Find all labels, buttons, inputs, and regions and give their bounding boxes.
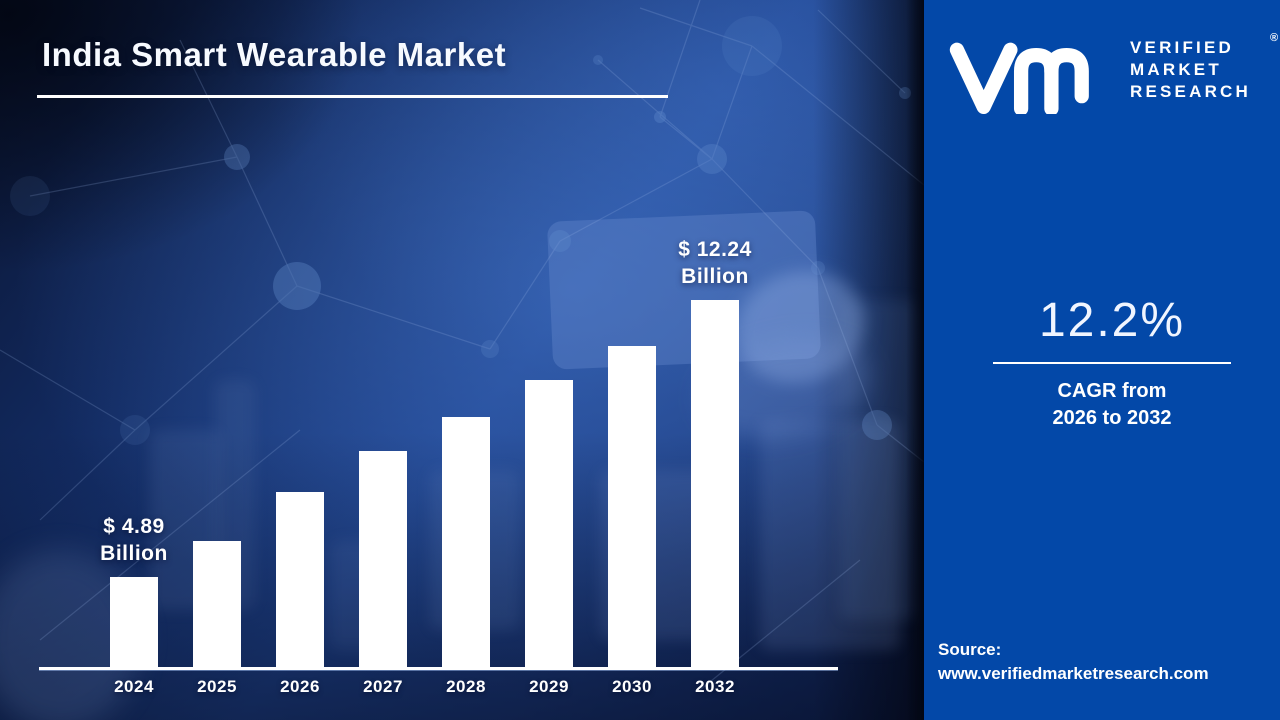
bar-2032: [691, 300, 739, 669]
x-tick-2032: 2032: [695, 677, 735, 696]
city-bokeh-decoration: [760, 420, 900, 650]
source-block: Source: www.verifiedmarketresearch.com: [938, 638, 1209, 686]
cagr-value: 12.2%: [1038, 294, 1186, 347]
cagr-caption-line-1: CAGR from: [1057, 380, 1167, 402]
cagr-caption: CAGR from 2026 to 2032: [962, 378, 1262, 432]
stat-underline: [993, 362, 1231, 364]
x-tick-2028: 2028: [446, 677, 486, 696]
chart-section: 2024 2025 2026 2027 2028 2029 2030 2032 $ 4.89 Bi…: [0, 0, 924, 720]
x-tick-2024: 2024: [114, 677, 154, 696]
x-axis-line: [39, 667, 838, 670]
section-divider: [906, 0, 924, 720]
x-tick-2029: 2029: [529, 677, 569, 696]
x-tick-2026: 2026: [280, 677, 320, 696]
title-underline: [37, 95, 668, 98]
bar-2026: [276, 492, 324, 669]
vmr-monogram-icon: [949, 42, 1089, 114]
brand-logo: VERIFIED MARKET RESEARCH ®: [942, 28, 1278, 118]
bar-2025: [193, 541, 241, 669]
brand-line-2: MARKET: [1130, 60, 1222, 79]
x-tick-2027: 2027: [363, 677, 403, 696]
brand-line-3: RESEARCH: [1130, 82, 1252, 101]
cagr-stat: 12.2% CAGR from 2026 to 2032: [962, 292, 1262, 432]
brand-line-1: VERIFIED: [1130, 38, 1235, 57]
bar-2030: [608, 346, 656, 669]
x-tick-2030: 2030: [612, 677, 652, 696]
bar-2029: [525, 380, 573, 669]
brand-panel: VERIFIED MARKET RESEARCH ® 12.2% CAGR fr…: [924, 0, 1280, 720]
source-label: Source:: [938, 640, 1002, 659]
source-url: www.verifiedmarketresearch.com: [938, 664, 1209, 683]
page-title: India Smart Wearable Market: [42, 36, 507, 73]
bar-value-label-2032: $ 12.24 Billion: [678, 238, 752, 288]
cagr-caption-line-2: 2026 to 2032: [1052, 407, 1172, 429]
registered-trademark: ®: [1270, 32, 1279, 44]
x-tick-2025: 2025: [197, 677, 237, 696]
bar-chart: 2024 2025 2026 2027 2028 2029 2030 2032 $ 4.89 Bi…: [39, 238, 838, 696]
bar-value-label-2024: $ 4.89 Billion: [100, 515, 168, 565]
bar-2028: [442, 417, 490, 669]
bar-2024: [110, 577, 158, 669]
bar-2027: [359, 451, 407, 669]
brand-name: VERIFIED MARKET RESEARCH: [1130, 37, 1251, 103]
